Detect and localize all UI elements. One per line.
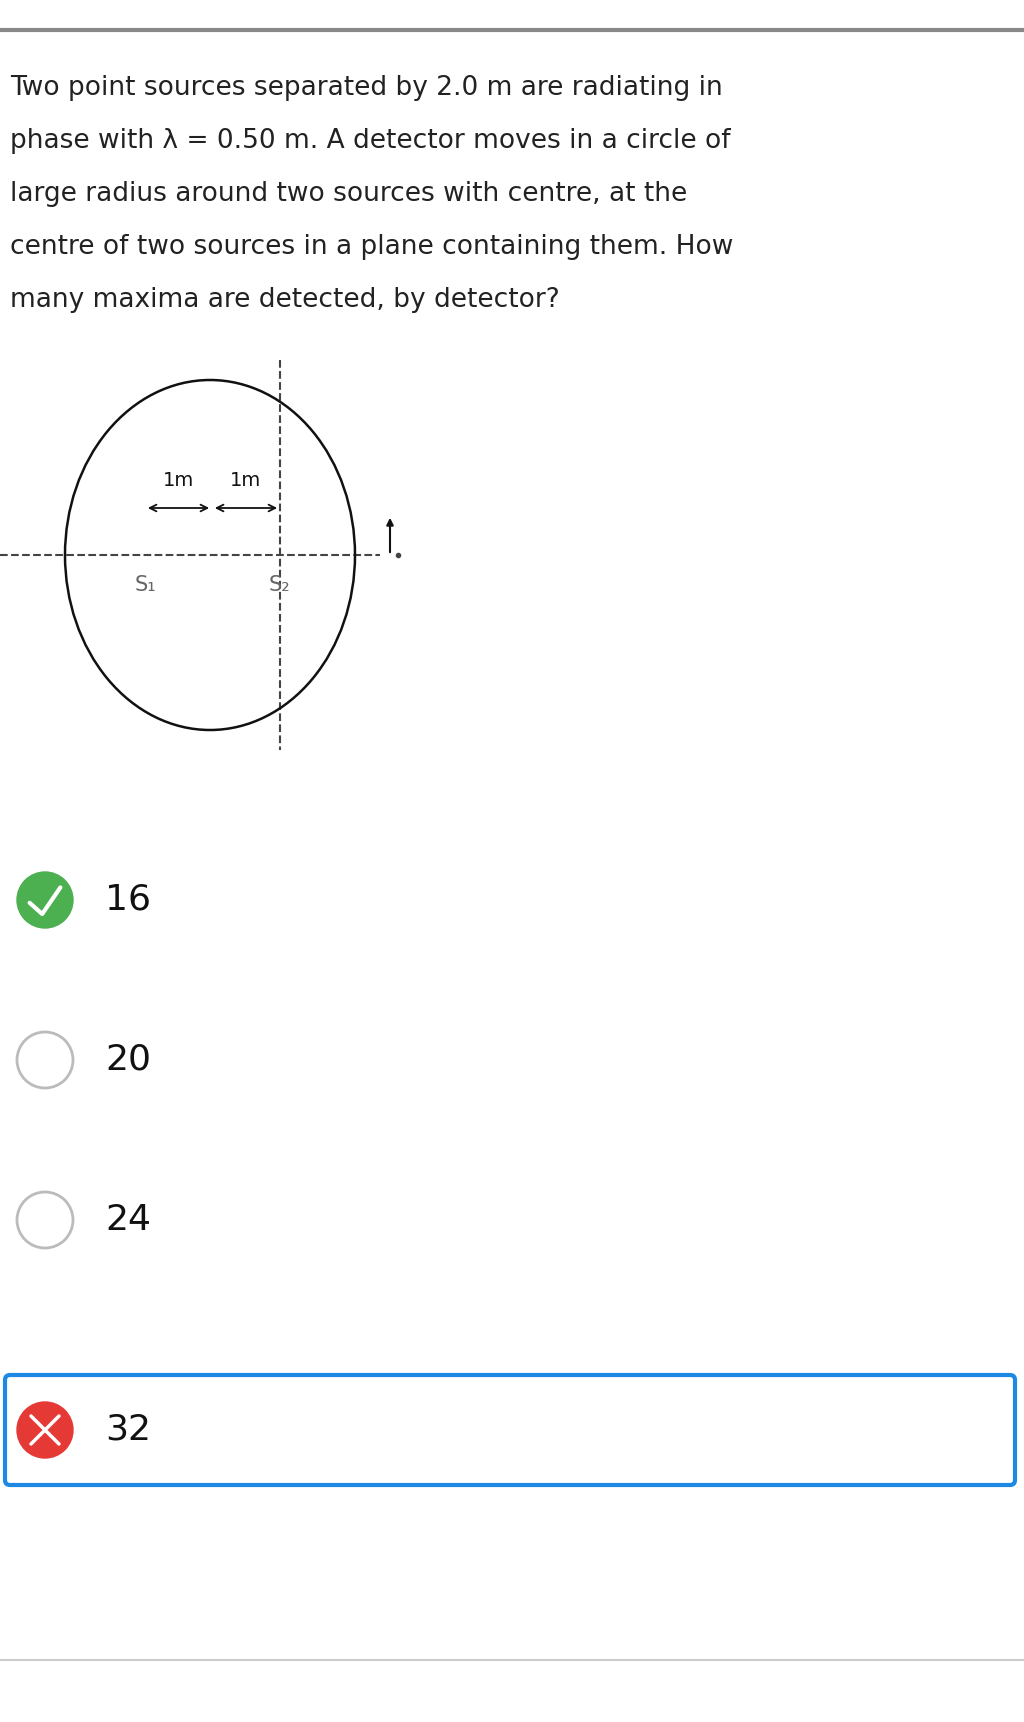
Circle shape bbox=[17, 871, 73, 928]
Text: 20: 20 bbox=[105, 1044, 151, 1076]
Text: many maxima are detected, by detector?: many maxima are detected, by detector? bbox=[10, 288, 560, 313]
Text: 16: 16 bbox=[105, 883, 151, 918]
Text: 1m: 1m bbox=[163, 472, 195, 491]
Text: S₁: S₁ bbox=[134, 575, 156, 596]
Text: Two point sources separated by 2.0 m are radiating in: Two point sources separated by 2.0 m are… bbox=[10, 76, 723, 102]
Text: 24: 24 bbox=[105, 1204, 151, 1236]
Circle shape bbox=[17, 1192, 73, 1248]
Text: phase with λ = 0.50 m. A detector moves in a circle of: phase with λ = 0.50 m. A detector moves … bbox=[10, 127, 731, 153]
Text: centre of two sources in a plane containing them. How: centre of two sources in a plane contain… bbox=[10, 234, 733, 260]
Text: large radius around two sources with centre, at the: large radius around two sources with cen… bbox=[10, 181, 687, 207]
Text: 1m: 1m bbox=[230, 472, 261, 491]
Circle shape bbox=[17, 1031, 73, 1088]
FancyBboxPatch shape bbox=[5, 1374, 1015, 1484]
Text: 32: 32 bbox=[105, 1414, 151, 1446]
Circle shape bbox=[17, 1402, 73, 1459]
Text: S₂: S₂ bbox=[269, 575, 291, 596]
